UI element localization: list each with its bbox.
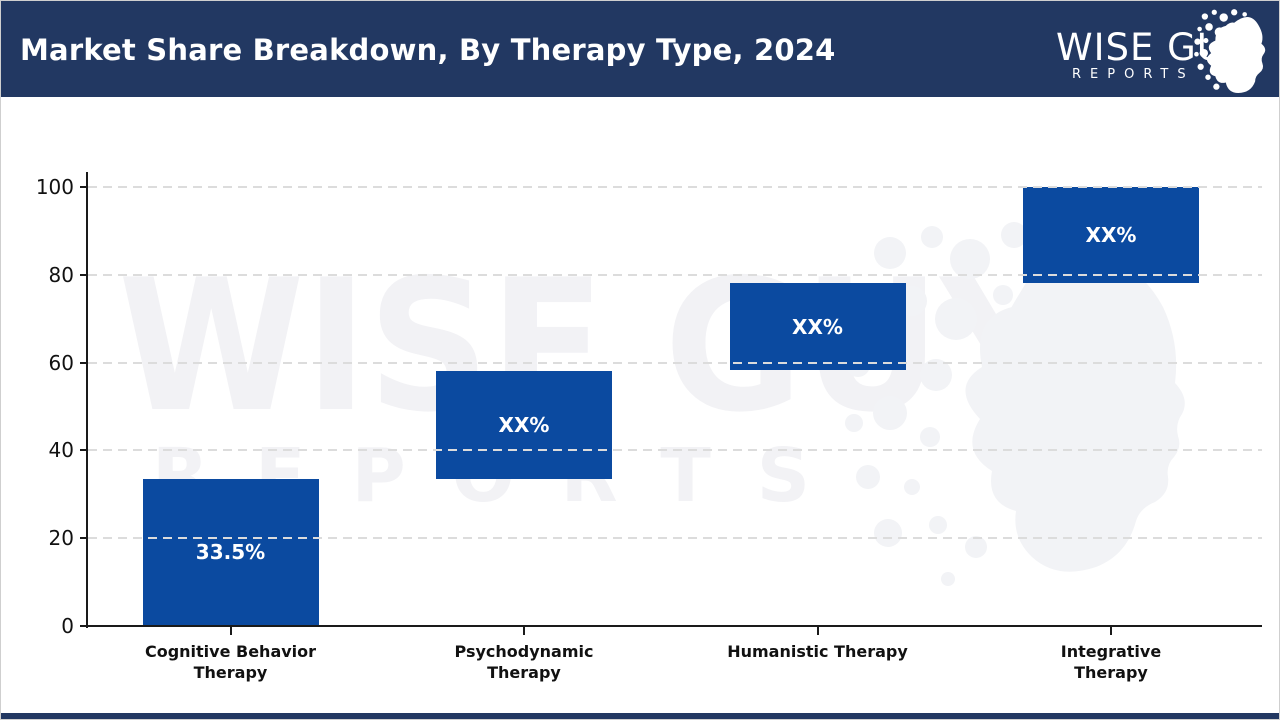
brand-logo: WISE GUY REPORTS xyxy=(1026,4,1266,94)
x-tick xyxy=(816,627,819,635)
bar-value-label: XX% xyxy=(498,412,550,437)
bar xyxy=(729,282,906,371)
bar-value-label: XX% xyxy=(792,314,843,339)
y-tick-label: 80 xyxy=(48,262,74,287)
logo-sub-text: REPORTS xyxy=(1072,67,1195,82)
y-tick xyxy=(80,625,88,627)
y-gridline xyxy=(88,361,1262,364)
y-tick-label: 100 xyxy=(35,175,74,199)
y-gridline xyxy=(88,537,1262,540)
y-tick xyxy=(80,186,88,188)
x-category-label: Integrative Therapy xyxy=(1060,642,1162,682)
y-tick xyxy=(80,537,88,540)
x-category-label: Humanistic Therapy xyxy=(727,642,908,661)
x-tick xyxy=(229,627,232,635)
x-tick xyxy=(1110,627,1112,635)
y-tick-label: 0 xyxy=(61,614,74,638)
y-axis-line xyxy=(86,171,88,628)
y-tick xyxy=(80,273,88,276)
chart: WISE GUY REPORTS 33.5%XX%XX%XX%020406080… xyxy=(0,97,1280,713)
y-tick xyxy=(80,449,88,452)
x-axis-line xyxy=(86,625,1262,627)
y-tick xyxy=(80,361,88,364)
watermark-head-icon xyxy=(845,222,1185,586)
y-gridline xyxy=(88,273,1262,276)
x-tick xyxy=(523,627,525,635)
y-gridline xyxy=(88,449,1262,452)
bar xyxy=(1023,187,1199,283)
x-category-label: Psychodynamic Therapy xyxy=(454,642,594,682)
bar-value-label: XX% xyxy=(1085,222,1137,247)
header: Market Share Breakdown, By Therapy Type,… xyxy=(0,0,1280,97)
y-tick-label: 60 xyxy=(48,350,74,375)
y-gridline xyxy=(88,186,1262,188)
x-category-label: Cognitive Behavior Therapy xyxy=(144,642,317,682)
footer-strip xyxy=(0,713,1280,720)
logo-head-icon xyxy=(1194,9,1266,93)
page-title: Market Share Breakdown, By Therapy Type,… xyxy=(20,33,836,67)
bar xyxy=(436,370,612,479)
y-tick-label: 20 xyxy=(48,526,74,551)
bar xyxy=(142,478,319,626)
y-tick-label: 40 xyxy=(48,438,74,463)
bar-value-label: 33.5% xyxy=(195,540,266,565)
